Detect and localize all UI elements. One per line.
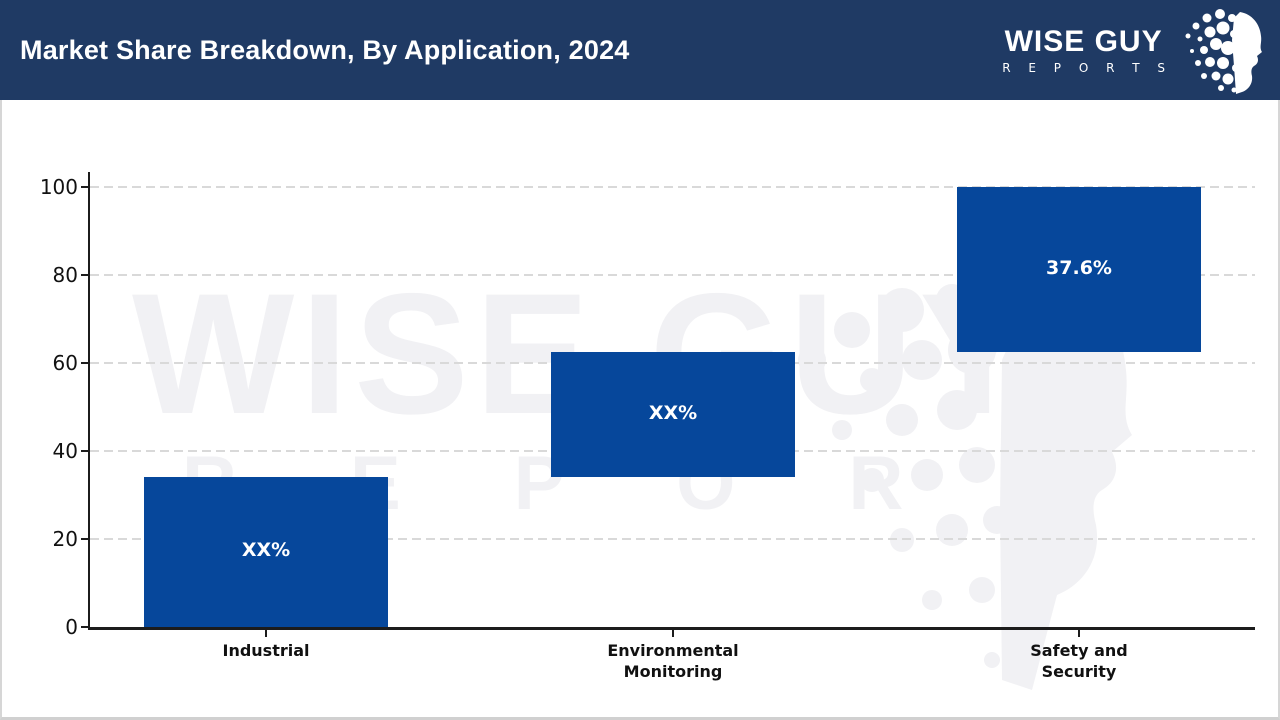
y-axis-tick-20 bbox=[81, 538, 90, 540]
header-bar: Market Share Breakdown, By Application, … bbox=[0, 0, 1280, 100]
y-axis-label-40: 40 bbox=[52, 439, 78, 463]
x-axis-category-label: Safety and Security bbox=[1030, 641, 1128, 681]
bar-value-label: 37.6% bbox=[1046, 256, 1112, 279]
page-title: Market Share Breakdown, By Application, … bbox=[20, 34, 630, 65]
gridline-20 bbox=[90, 538, 1255, 540]
x-axis-category-label: Industrial bbox=[222, 641, 310, 660]
y-axis-label-0: 0 bbox=[65, 615, 78, 639]
y-axis-label-60: 60 bbox=[52, 351, 78, 375]
wise-guy-logo: WISE GUY R E P O R T S bbox=[995, 6, 1266, 94]
x-axis-tick-2 bbox=[1078, 630, 1080, 637]
y-axis-tick-100 bbox=[81, 186, 90, 188]
gridline-80 bbox=[90, 274, 1255, 276]
y-axis-line bbox=[88, 172, 90, 630]
x-axis-line bbox=[88, 627, 1255, 630]
bar-value-label: XX% bbox=[241, 539, 291, 562]
y-axis-label-80: 80 bbox=[52, 263, 78, 287]
bar-safety-and-security: 37.6% bbox=[957, 187, 1201, 353]
logo-face-icon bbox=[1185, 9, 1262, 94]
logo-sub-text: R E P O R T S bbox=[1002, 60, 1172, 75]
y-axis-label-100: 100 bbox=[39, 175, 78, 199]
x-axis-tick-1 bbox=[672, 630, 674, 637]
y-axis-tick-60 bbox=[81, 362, 90, 364]
y-axis-tick-40 bbox=[81, 450, 90, 452]
gridline-100 bbox=[90, 186, 1255, 188]
x-axis-category-label: Environmental Monitoring bbox=[607, 641, 739, 681]
logo-wordmark: WISE GUY R E P O R T S bbox=[995, 24, 1172, 75]
x-axis-tick-0 bbox=[265, 630, 267, 637]
chart-canvas: WISE GUY R E P O R S 0 20 40 60 80 100 XX% Indu… bbox=[0, 100, 1280, 720]
y-axis-tick-80 bbox=[81, 274, 90, 276]
y-axis-tick-0 bbox=[81, 626, 90, 628]
bar-value-label: XX% bbox=[648, 401, 698, 424]
bar-environmental-monitoring: XX% bbox=[551, 352, 795, 478]
y-axis-label-20: 20 bbox=[52, 527, 78, 551]
logo-brand-text: WISE GUY bbox=[1004, 24, 1163, 58]
bar-industrial: XX% bbox=[144, 477, 388, 627]
